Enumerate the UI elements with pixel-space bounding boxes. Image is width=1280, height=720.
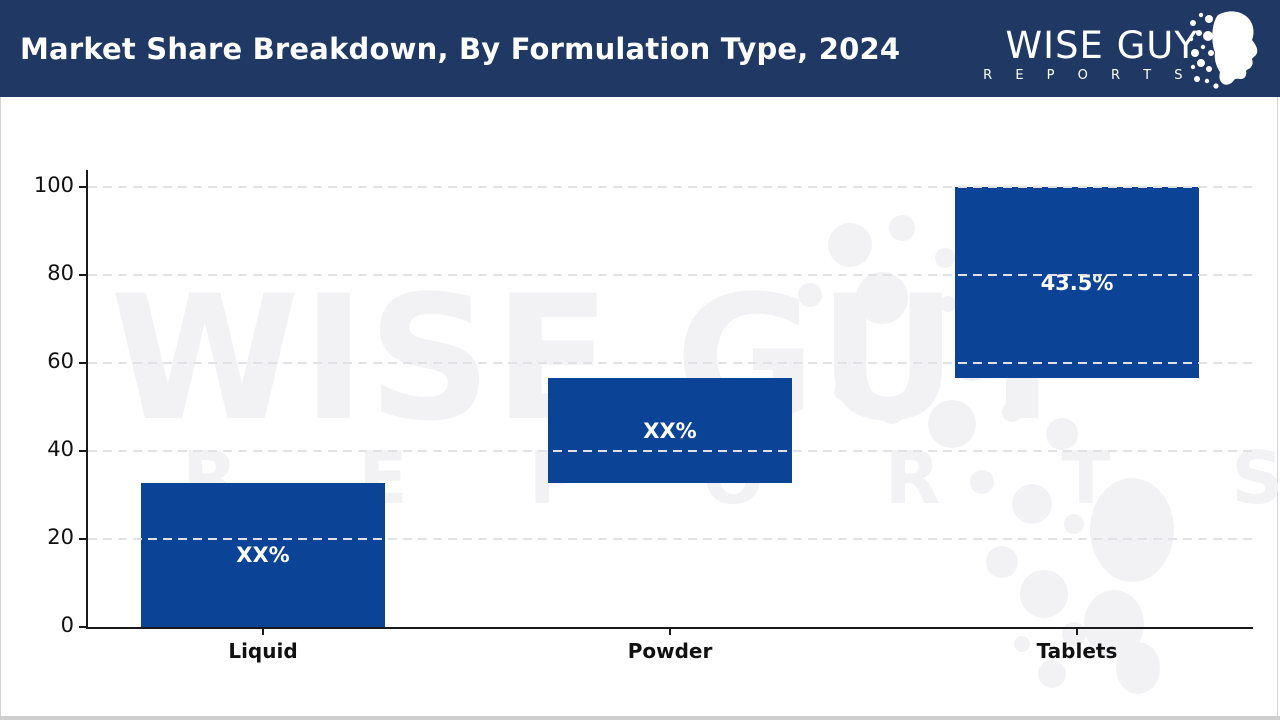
x-label-tablets: Tablets <box>1036 639 1118 663</box>
page-title: Market Share Breakdown, By Formulation T… <box>20 31 901 66</box>
bar-value-label-powder: XX% <box>643 418 697 443</box>
y-tick-60 <box>79 362 87 364</box>
x-axis-line <box>86 627 1253 629</box>
bar-tablets: 43.5% <box>955 187 1199 379</box>
x-label-liquid: Liquid <box>228 639 298 663</box>
x-label-powder: Powder <box>627 639 713 663</box>
y-tick-label-20: 20 <box>47 525 74 549</box>
gridline-40 <box>88 450 1253 452</box>
gridline-60 <box>88 362 1253 364</box>
brand-logo-subtext: R E P O R T S <box>983 68 1192 83</box>
y-tick-80 <box>79 274 87 276</box>
y-tick-label-0: 0 <box>60 613 74 637</box>
y-tick-label-80: 80 <box>47 261 74 285</box>
y-tick-0 <box>79 626 87 628</box>
y-tick-20 <box>79 538 87 540</box>
chart-frame <box>0 97 1278 720</box>
y-tick-100 <box>79 186 87 188</box>
x-tick-powder <box>669 628 671 635</box>
x-tick-tablets <box>1076 628 1078 635</box>
y-tick-40 <box>79 450 87 452</box>
y-tick-label-100: 100 <box>33 173 74 197</box>
gridline-20 <box>88 538 1253 540</box>
bar-value-label-liquid: XX% <box>236 543 290 568</box>
y-axis-line <box>86 170 88 629</box>
brand-logo: WISE GUY R E P O R T S <box>983 8 1266 92</box>
y-tick-label-40: 40 <box>47 437 74 461</box>
y-tick-label-60: 60 <box>47 349 74 373</box>
brand-logo-text: WISE GUY <box>1005 24 1198 67</box>
brand-face-icon <box>1188 11 1258 89</box>
header-bar: Market Share Breakdown, By Formulation T… <box>0 0 1280 97</box>
x-tick-liquid <box>262 628 264 635</box>
gridline-80 <box>88 274 1253 276</box>
gridline-100 <box>88 186 1253 188</box>
bar-liquid: XX% <box>141 483 385 627</box>
bottom-border <box>0 716 1280 720</box>
bar-powder: XX% <box>548 378 792 484</box>
